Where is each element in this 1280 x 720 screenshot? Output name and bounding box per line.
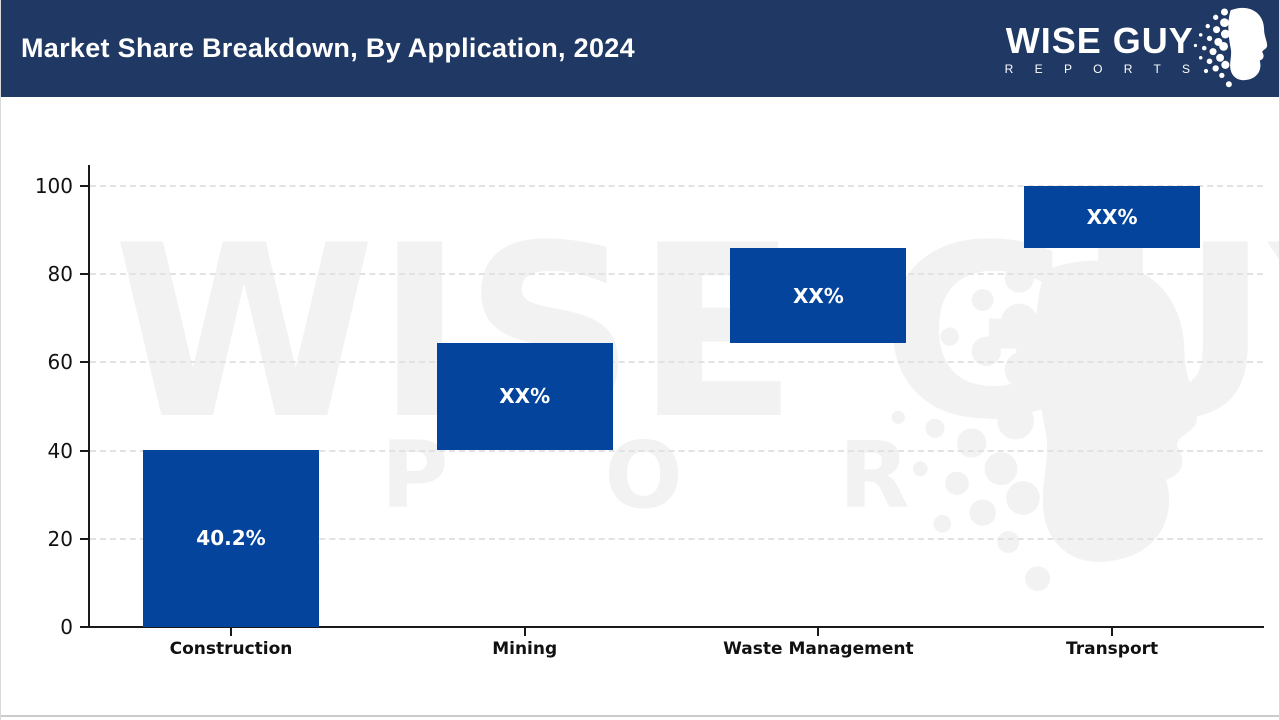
y-tick-label: 20 (47, 526, 73, 551)
x-category-label: Waste Management (723, 639, 914, 659)
x-tick-mark (817, 628, 820, 636)
y-tick-label: 40 (47, 438, 73, 463)
bar-waste-management (730, 248, 907, 343)
logo-wordmark: WISE GUY (1005, 19, 1194, 61)
y-tick-mark (80, 626, 88, 628)
y-tick-mark (80, 449, 88, 452)
bar-value-label: XX% (499, 384, 551, 409)
x-tick-mark (523, 628, 526, 636)
y-tick-mark (80, 185, 88, 187)
header-bar: Market Share Breakdown, By Application, … (1, 0, 1279, 97)
gridline (90, 537, 1263, 540)
bar-value-label: XX% (1086, 205, 1138, 230)
x-category-label: Construction (169, 639, 293, 659)
y-axis-line (88, 165, 90, 627)
y-tick-label: 0 (60, 615, 73, 639)
x-category-label: Mining (492, 639, 558, 659)
bar-mining (436, 342, 613, 450)
y-tick-mark (80, 361, 88, 364)
page-title: Market Share Breakdown, By Application, … (21, 33, 635, 63)
wiseguy-logo: WISE GUY R E P O R T S (1001, 5, 1279, 93)
gridline (90, 273, 1263, 276)
y-tick-label: 80 (47, 262, 73, 287)
gridline (90, 361, 1263, 364)
x-axis-line (88, 626, 1264, 628)
y-tick-mark (80, 537, 88, 540)
logo-subtext: R E P O R T S (1004, 61, 1199, 76)
bar-transport (1024, 186, 1201, 249)
head-profile-icon (1193, 7, 1268, 87)
watermark-head-icon (891, 260, 1198, 592)
logo-text: WISE GUY R E P O R T S (1001, 19, 1199, 76)
x-category-label: Transport (1066, 639, 1159, 659)
y-tick-label: 60 (47, 350, 73, 375)
y-tick-mark (80, 273, 88, 276)
bar-value-label: XX% (792, 283, 844, 308)
x-tick-mark (1111, 628, 1114, 636)
plot-area: WISE GUY P O R T S 020406080100Construct… (1, 97, 1279, 720)
y-tick-label: 100 (34, 174, 73, 198)
x-tick-mark (230, 628, 232, 636)
bottom-divider (1, 715, 1279, 717)
bar-construction (143, 449, 319, 627)
bar-value-label: 40.2% (196, 526, 266, 551)
gridline (90, 449, 1263, 452)
gridline (90, 185, 1263, 187)
